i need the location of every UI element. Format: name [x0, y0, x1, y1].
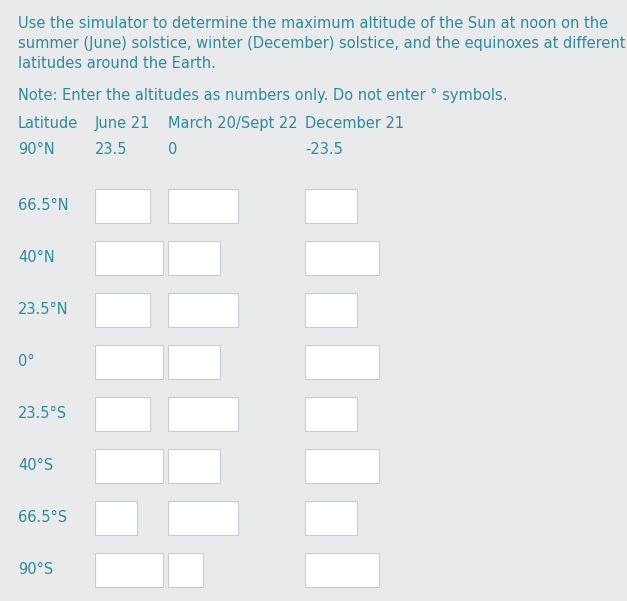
FancyBboxPatch shape [95, 345, 163, 379]
FancyBboxPatch shape [95, 553, 163, 587]
FancyBboxPatch shape [305, 241, 379, 275]
FancyBboxPatch shape [168, 449, 220, 483]
FancyBboxPatch shape [168, 293, 238, 327]
Text: 23.5: 23.5 [95, 142, 127, 157]
FancyBboxPatch shape [305, 449, 379, 483]
FancyBboxPatch shape [305, 345, 379, 379]
FancyBboxPatch shape [95, 241, 163, 275]
Text: 23.5°S: 23.5°S [18, 406, 67, 421]
Text: 90°N: 90°N [18, 142, 55, 157]
FancyBboxPatch shape [168, 345, 220, 379]
FancyBboxPatch shape [168, 553, 203, 587]
Text: December 21: December 21 [305, 116, 404, 131]
Text: 40°N: 40°N [18, 251, 55, 266]
Text: 23.5°N: 23.5°N [18, 302, 68, 317]
FancyBboxPatch shape [95, 293, 150, 327]
FancyBboxPatch shape [305, 293, 357, 327]
Text: March 20/Sept 22: March 20/Sept 22 [168, 116, 298, 131]
Text: -23.5: -23.5 [305, 142, 343, 157]
FancyBboxPatch shape [168, 501, 238, 535]
Text: 90°S: 90°S [18, 563, 53, 578]
FancyBboxPatch shape [305, 553, 379, 587]
FancyBboxPatch shape [305, 397, 357, 431]
FancyBboxPatch shape [305, 501, 357, 535]
Text: latitudes around the Earth.: latitudes around the Earth. [18, 56, 216, 71]
Text: 0°: 0° [18, 355, 34, 370]
FancyBboxPatch shape [95, 501, 137, 535]
FancyBboxPatch shape [168, 241, 220, 275]
FancyBboxPatch shape [168, 397, 238, 431]
FancyBboxPatch shape [95, 189, 150, 223]
Text: June 21: June 21 [95, 116, 150, 131]
FancyBboxPatch shape [305, 189, 357, 223]
Text: Use the simulator to determine the maximum altitude of the Sun at noon on the: Use the simulator to determine the maxim… [18, 16, 608, 31]
Text: Note: Enter the altitudes as numbers only. Do not enter ° symbols.: Note: Enter the altitudes as numbers onl… [18, 88, 507, 103]
FancyBboxPatch shape [95, 449, 163, 483]
Text: 66.5°N: 66.5°N [18, 198, 68, 213]
Text: 0: 0 [168, 142, 177, 157]
Text: 40°S: 40°S [18, 459, 53, 474]
Text: summer (June) solstice, winter (December) solstice, and the equinoxes at differe: summer (June) solstice, winter (December… [18, 36, 626, 51]
Text: Latitude: Latitude [18, 116, 78, 131]
FancyBboxPatch shape [95, 397, 150, 431]
Text: 66.5°S: 66.5°S [18, 510, 67, 525]
FancyBboxPatch shape [168, 189, 238, 223]
